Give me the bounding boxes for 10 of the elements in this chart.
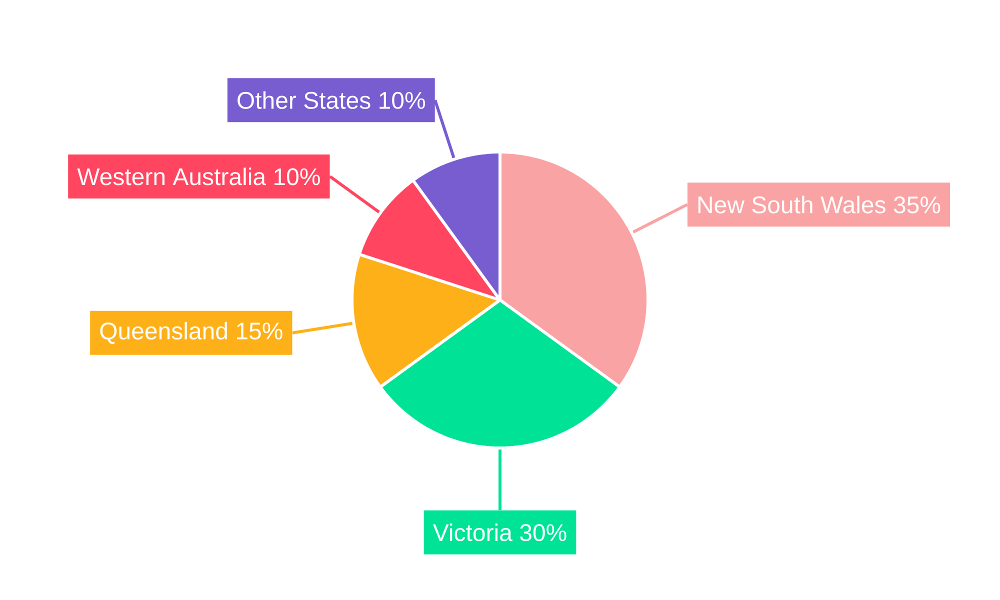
slice-label: Victoria xyxy=(432,524,512,542)
data-label: 30% xyxy=(520,524,566,542)
data-label: 10% xyxy=(274,168,320,186)
data-label: 10% xyxy=(380,92,425,109)
data-label: 15% xyxy=(237,322,282,340)
slice-label: Queensland xyxy=(100,322,227,344)
slice-label: Western Australia xyxy=(77,168,266,186)
slice-label: Other States xyxy=(238,91,370,109)
slice-label: New South Wales xyxy=(698,196,886,214)
data-label: 35% xyxy=(894,196,940,214)
